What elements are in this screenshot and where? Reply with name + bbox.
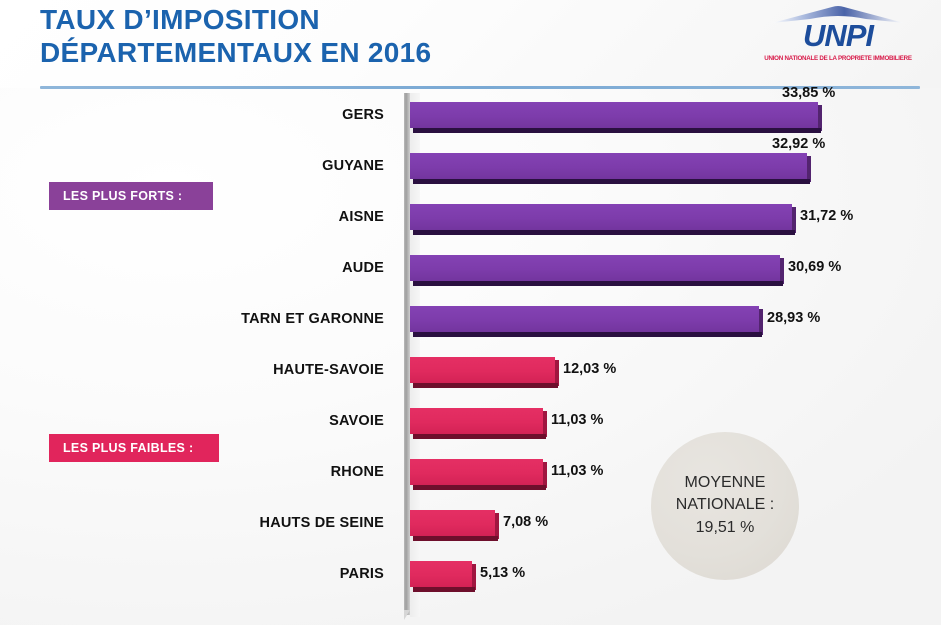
- bar-side: [759, 309, 763, 335]
- badge-weakest: LES PLUS FAIBLES :: [49, 434, 219, 462]
- average-line-1: MOYENNE: [684, 474, 766, 491]
- value-axis-line: [404, 93, 410, 615]
- category-label: AISNE: [338, 209, 384, 225]
- bar: [410, 306, 759, 332]
- bar: [410, 561, 472, 587]
- category-label: SAVOIE: [329, 413, 384, 429]
- bar-value-label: 5,13 %: [480, 565, 526, 581]
- average-line-2: NATIONALE :: [675, 496, 775, 513]
- bar: [410, 510, 495, 536]
- table-row[interactable]: HAUTS DE SEINE 7,08 %: [0, 510, 941, 543]
- bar-value-label: 32,92 %: [772, 136, 826, 152]
- bar: [410, 459, 543, 485]
- bar: [410, 102, 818, 128]
- bar-value-label: 30,69 %: [788, 259, 842, 275]
- bar-shadow: [413, 179, 810, 184]
- bar-side: [543, 462, 547, 488]
- average-value: 19,51 %: [695, 519, 755, 536]
- bar: [410, 153, 807, 179]
- axis-tip: [404, 610, 410, 620]
- bar-side: [807, 156, 811, 182]
- table-row[interactable]: AUDE 30,69 %: [0, 255, 941, 288]
- table-row[interactable]: PARIS 5,13 %: [0, 561, 941, 594]
- bar-value-label: 11,03 %: [551, 463, 604, 479]
- bar-value-label: 7,08 %: [503, 514, 549, 530]
- table-row[interactable]: GUYANE 32,92 %: [0, 136, 941, 186]
- category-label: RHONE: [330, 464, 384, 480]
- category-label: GUYANE: [322, 158, 384, 174]
- logo-wordmark: UNPI: [802, 18, 874, 53]
- table-row[interactable]: TARN ET GARONNE 28,93 %: [0, 306, 941, 339]
- badge-strongest: LES PLUS FORTS :: [49, 182, 213, 210]
- page-title: TAUX D’IMPOSITION DÉPARTEMENTAUX EN 2016: [40, 4, 432, 68]
- bar-shadow: [413, 128, 821, 133]
- bar-shadow: [413, 587, 475, 592]
- bar-value-label: 33,85 %: [782, 85, 836, 101]
- category-label: PARIS: [339, 566, 384, 582]
- axis-band: [410, 93, 420, 617]
- bar-side: [555, 360, 559, 386]
- bar-shadow: [413, 230, 795, 235]
- bar-side: [472, 564, 476, 590]
- bar: [410, 204, 792, 230]
- bar-shadow: [413, 485, 546, 490]
- national-average-callout: MOYENNE NATIONALE : 19,51 %: [651, 432, 799, 580]
- header-divider: [40, 86, 920, 89]
- bar-value-label: 11,03 %: [551, 412, 604, 428]
- category-label: AUDE: [342, 260, 384, 276]
- category-label: HAUTS DE SEINE: [259, 515, 384, 531]
- table-row[interactable]: GERS 33,85 %: [0, 85, 941, 135]
- category-label: GERS: [342, 107, 384, 123]
- table-row[interactable]: SAVOIE 11,03 %: [0, 408, 941, 441]
- bar-shadow: [413, 281, 783, 286]
- unpi-logo: UNPI UNION NATIONALE DE LA PROPRIÉTÉ IMM…: [752, 4, 924, 76]
- category-label: TARN ET GARONNE: [241, 311, 384, 327]
- slide-header: TAUX D’IMPOSITION DÉPARTEMENTAUX EN 2016…: [0, 0, 941, 89]
- bar-shadow: [413, 536, 498, 541]
- bar-chart: GERS 33,85 % GUYANE 32,92 % AISNE: [0, 85, 941, 625]
- roof-shape-icon: [772, 6, 904, 23]
- logo-tagline: UNION NATIONALE DE LA PROPRIÉTÉ IMMOBILI…: [764, 55, 912, 62]
- bar-side: [543, 411, 547, 437]
- bar-side: [495, 513, 499, 539]
- bar-shadow: [413, 332, 762, 337]
- table-row[interactable]: HAUTE-SAVOIE 12,03 %: [0, 357, 941, 390]
- bar-side: [780, 258, 784, 284]
- bar: [410, 255, 780, 281]
- bar-side: [792, 207, 796, 233]
- bar-value-label: 31,72 %: [800, 208, 854, 224]
- table-row[interactable]: AISNE 31,72 %: [0, 204, 941, 237]
- bar: [410, 357, 555, 383]
- bar-value-label: 12,03 %: [563, 361, 617, 377]
- bar: [410, 408, 543, 434]
- bar-shadow: [413, 434, 546, 439]
- bar-value-label: 28,93 %: [767, 310, 821, 326]
- bar-shadow: [413, 383, 558, 388]
- category-label: HAUTE-SAVOIE: [273, 362, 384, 378]
- bar-side: [818, 105, 822, 131]
- table-row[interactable]: RHONE 11,03 %: [0, 459, 941, 492]
